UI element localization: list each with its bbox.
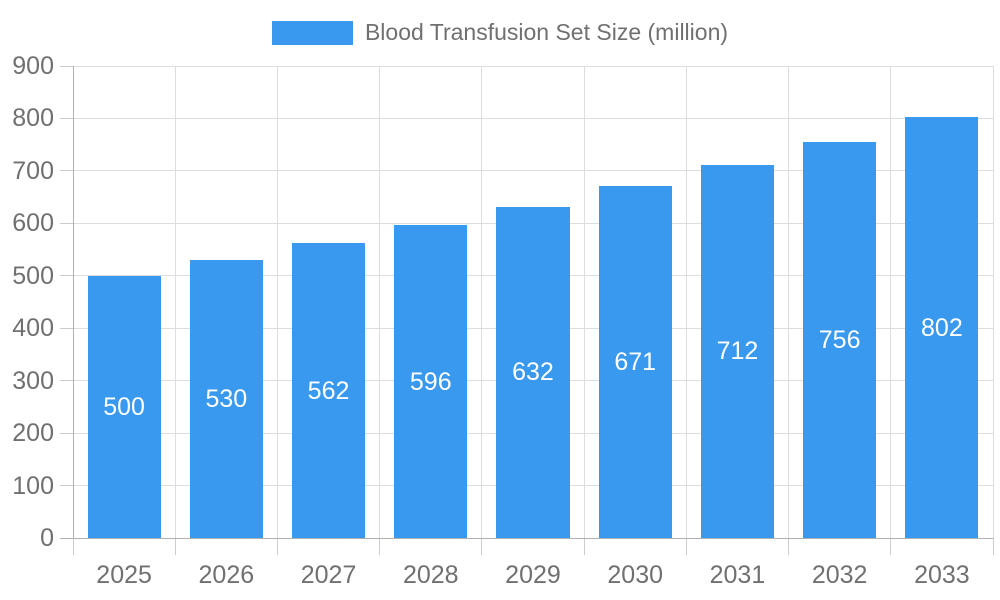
x-axis-tick-label: 2025 (96, 561, 152, 589)
x-axis-tick (174, 538, 176, 555)
x-axis-tick-label: 2028 (402, 561, 459, 589)
legend-label: Blood Transfusion Set Size (million) (364, 19, 729, 45)
y-axis-tick (60, 327, 73, 329)
bar[interactable] (87, 275, 161, 538)
y-axis-tick-label: 400 (12, 314, 54, 343)
x-gridline (379, 66, 381, 538)
bar[interactable] (189, 260, 263, 538)
bar[interactable] (598, 186, 672, 538)
y-axis-tick (60, 380, 73, 382)
x-axis-tick-label: 2033 (914, 561, 970, 589)
y-axis-tick (60, 432, 73, 434)
x-gridline (481, 66, 483, 538)
x-axis-line (60, 537, 993, 539)
x-axis-tick (481, 538, 483, 555)
x-axis-tick (788, 538, 790, 555)
x-axis-tick (890, 538, 892, 555)
bar[interactable] (803, 141, 877, 538)
x-gridline (583, 66, 585, 538)
x-gridline (276, 66, 278, 538)
y-gridline (73, 117, 993, 119)
y-axis-tick (60, 65, 73, 67)
bar[interactable] (700, 164, 774, 538)
x-axis-tick-label: 2030 (607, 561, 664, 589)
bar[interactable] (292, 243, 366, 538)
y-axis-tick (60, 275, 73, 277)
x-gridline (890, 66, 892, 538)
bar[interactable] (394, 225, 468, 538)
y-axis-tick (60, 222, 73, 224)
x-gridline (174, 66, 176, 538)
y-axis-tick-label: 700 (12, 156, 54, 185)
y-gridline (73, 65, 993, 67)
y-axis-tick (60, 170, 73, 172)
y-axis-tick-label: 900 (12, 52, 54, 80)
x-axis-tick-label: 2029 (505, 561, 561, 589)
x-gridline (992, 66, 994, 538)
y-axis-tick (60, 485, 73, 487)
x-axis-tick (72, 538, 74, 555)
y-axis-line (72, 66, 74, 538)
y-axis-tick (60, 117, 73, 119)
x-axis-tick (583, 538, 585, 555)
y-axis-tick-label: 300 (12, 366, 54, 395)
bar[interactable] (496, 206, 570, 538)
y-axis-tick-label: 500 (12, 261, 54, 290)
x-axis-tick-label: 2027 (300, 561, 357, 589)
y-axis-tick-label: 200 (12, 419, 54, 448)
x-axis-tick-label: 2026 (198, 561, 255, 589)
x-axis-tick (685, 538, 687, 555)
x-gridline (788, 66, 790, 538)
x-axis-tick (992, 538, 994, 555)
bar[interactable] (905, 117, 979, 538)
x-axis-tick (379, 538, 381, 555)
y-axis-tick-label: 800 (12, 104, 54, 133)
x-gridline (685, 66, 687, 538)
y-axis-tick-label: 0 (40, 524, 54, 552)
legend-swatch-icon (271, 20, 353, 45)
x-axis-tick (276, 538, 278, 555)
y-axis-tick-label: 600 (12, 209, 54, 238)
x-axis-tick-label: 2032 (811, 561, 868, 589)
y-gridline (73, 170, 993, 172)
y-axis-tick-label: 100 (12, 471, 54, 500)
legend[interactable]: Blood Transfusion Set Size (million) (0, 20, 1000, 45)
x-axis-tick-label: 2031 (709, 561, 766, 589)
